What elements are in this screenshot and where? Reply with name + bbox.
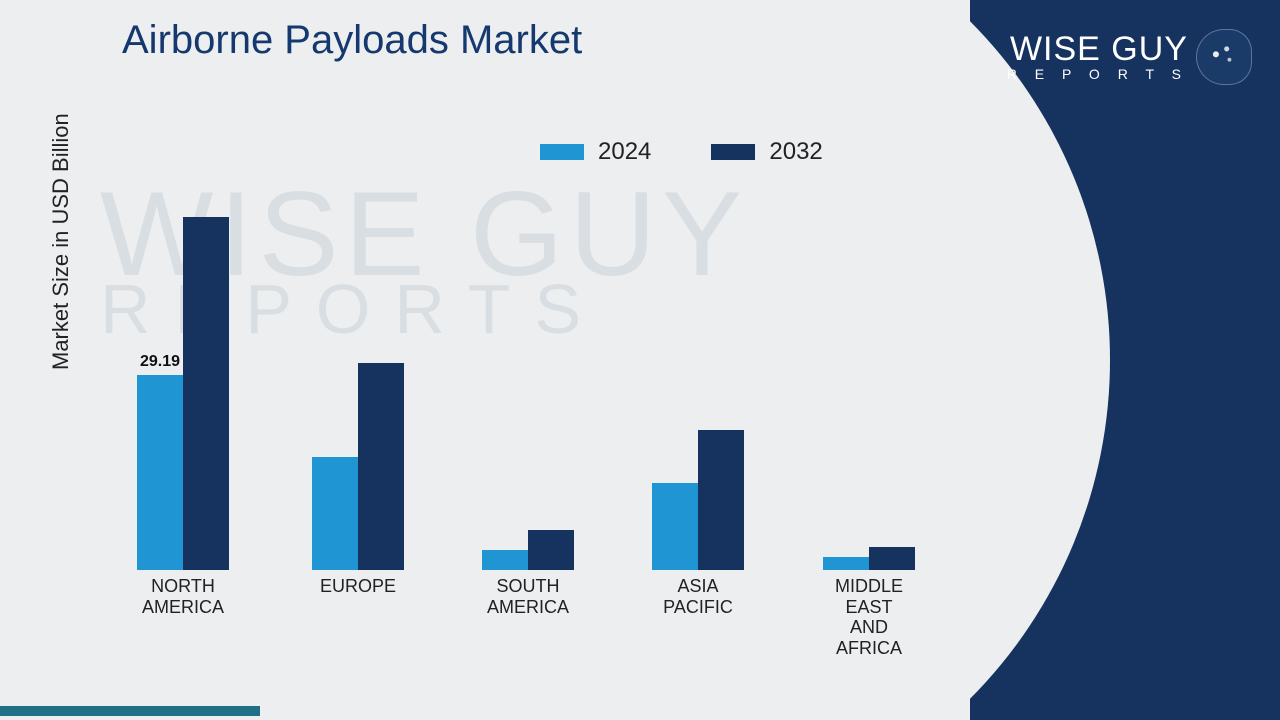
brand-logo: WISE GUY R E P O R T S bbox=[982, 18, 1252, 96]
category-label: EUROPE bbox=[288, 576, 428, 597]
bar-group: ASIAPACIFIC bbox=[633, 430, 763, 570]
bar-2024 bbox=[823, 557, 869, 570]
slide: WISE GUY R E P O R T S Airborne Payloads… bbox=[0, 0, 1280, 720]
bar-2024 bbox=[312, 457, 358, 570]
legend-label-2032: 2032 bbox=[769, 138, 822, 166]
category-label: SOUTHAMERICA bbox=[458, 576, 598, 617]
y-axis-label: Market Size in USD Billion bbox=[48, 113, 74, 370]
legend: 2024 2032 bbox=[540, 138, 823, 166]
right-brand-panel: WISE GUY R E P O R T S bbox=[970, 0, 1280, 720]
bar-group: EUROPE bbox=[293, 363, 423, 570]
chart-title: Airborne Payloads Market bbox=[122, 18, 582, 63]
legend-swatch-2032 bbox=[711, 144, 755, 160]
category-label: NORTHAMERICA bbox=[113, 576, 253, 617]
bar-chart: 29.19NORTHAMERICA EUROPE SOUTHAMERICA ASIAP… bbox=[108, 170, 948, 570]
bar-2024 bbox=[482, 550, 528, 570]
bar-2032 bbox=[698, 430, 744, 570]
bar-group: 29.19NORTHAMERICA bbox=[118, 217, 248, 570]
legend-item-2032: 2032 bbox=[711, 138, 822, 166]
bar-group: SOUTHAMERICA bbox=[463, 530, 593, 570]
category-label: MIDDLEEASTANDAFRICA bbox=[799, 576, 939, 659]
brand-subtitle: R E P O R T S bbox=[1007, 68, 1188, 81]
bar-group: MIDDLEEASTANDAFRICA bbox=[804, 547, 934, 570]
footer-accent-bar bbox=[0, 706, 260, 716]
bar-2024 bbox=[652, 483, 698, 570]
bar-2024 bbox=[137, 375, 183, 570]
bar-2032 bbox=[869, 547, 915, 570]
legend-label-2024: 2024 bbox=[598, 138, 651, 166]
brand-name: WISE GUY bbox=[1007, 33, 1188, 65]
brand-head-icon bbox=[1196, 29, 1252, 85]
legend-item-2024: 2024 bbox=[540, 138, 651, 166]
bar-2032 bbox=[358, 363, 404, 570]
bar-2032 bbox=[183, 217, 229, 570]
bar-2032 bbox=[528, 530, 574, 570]
bar-value-label: 29.19 bbox=[130, 353, 190, 371]
category-label: ASIAPACIFIC bbox=[628, 576, 768, 617]
legend-swatch-2024 bbox=[540, 144, 584, 160]
